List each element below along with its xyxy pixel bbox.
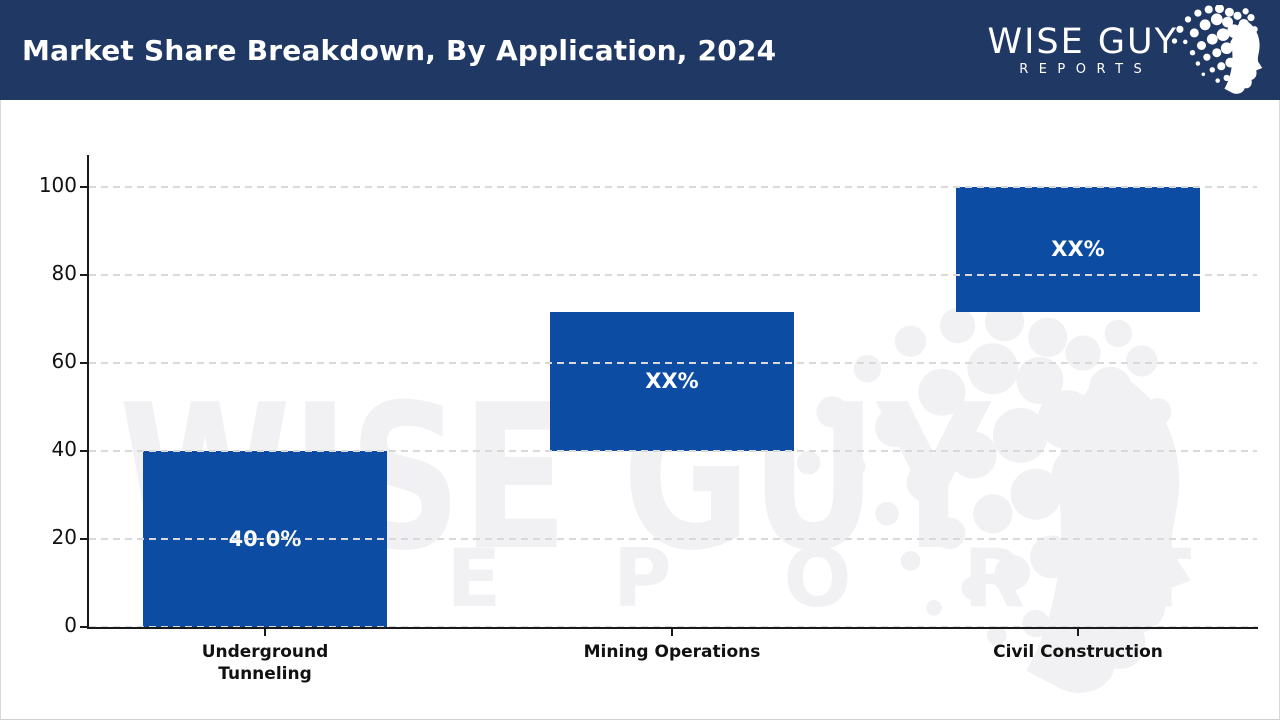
gridline-20 xyxy=(89,538,1257,540)
bar-mining-operations: XX% xyxy=(550,311,794,451)
bar-value-label: XX% xyxy=(1051,237,1105,262)
brand-subtitle: REPORTS xyxy=(1019,61,1153,77)
y-tick-label-80: 80 xyxy=(51,261,77,285)
y-tick-60 xyxy=(80,362,88,364)
brand-wordmark: WISE GUY REPORTS xyxy=(987,24,1178,77)
brand-logo: WISE GUY REPORTS xyxy=(987,5,1266,95)
gridline-40 xyxy=(89,450,1257,452)
header-banner: Market Share Breakdown, By Application, … xyxy=(0,0,1280,100)
x-category-label: Mining Operations xyxy=(583,642,761,662)
x-category-label: Civil Construction xyxy=(993,642,1163,662)
y-tick-0 xyxy=(80,626,88,628)
gridline-80 xyxy=(89,274,1257,276)
chart-area: WISE GUY R E P O R T S 02040608010040.0%… xyxy=(0,100,1280,720)
gridline-60 xyxy=(89,362,1257,364)
y-axis-line xyxy=(87,155,89,629)
y-tick-40 xyxy=(80,450,88,452)
page-title: Market Share Breakdown, By Application, … xyxy=(22,33,777,67)
y-tick-100 xyxy=(80,186,88,188)
x-category-label: Underground Tunneling xyxy=(201,642,329,684)
bar-value-label: XX% xyxy=(645,369,699,394)
y-tick-label-20: 20 xyxy=(51,525,77,549)
x-tick-3 xyxy=(1077,629,1079,636)
y-tick-label-0: 0 xyxy=(64,613,77,637)
brand-face-icon xyxy=(1171,5,1263,94)
gridline-100 xyxy=(89,186,1257,188)
bar-civil-construction: XX% xyxy=(956,187,1200,312)
x-tick-1 xyxy=(264,629,266,636)
y-tick-label-60: 60 xyxy=(51,349,77,373)
y-tick-80 xyxy=(80,274,88,276)
y-tick-label-40: 40 xyxy=(51,437,77,461)
x-axis-line xyxy=(87,627,1258,629)
watermark-face-icon xyxy=(796,306,1191,693)
y-tick-20 xyxy=(80,538,88,540)
y-tick-label-100: 100 xyxy=(38,173,77,197)
brand-name: WISE GUY xyxy=(987,21,1178,62)
x-tick-2 xyxy=(671,629,673,636)
